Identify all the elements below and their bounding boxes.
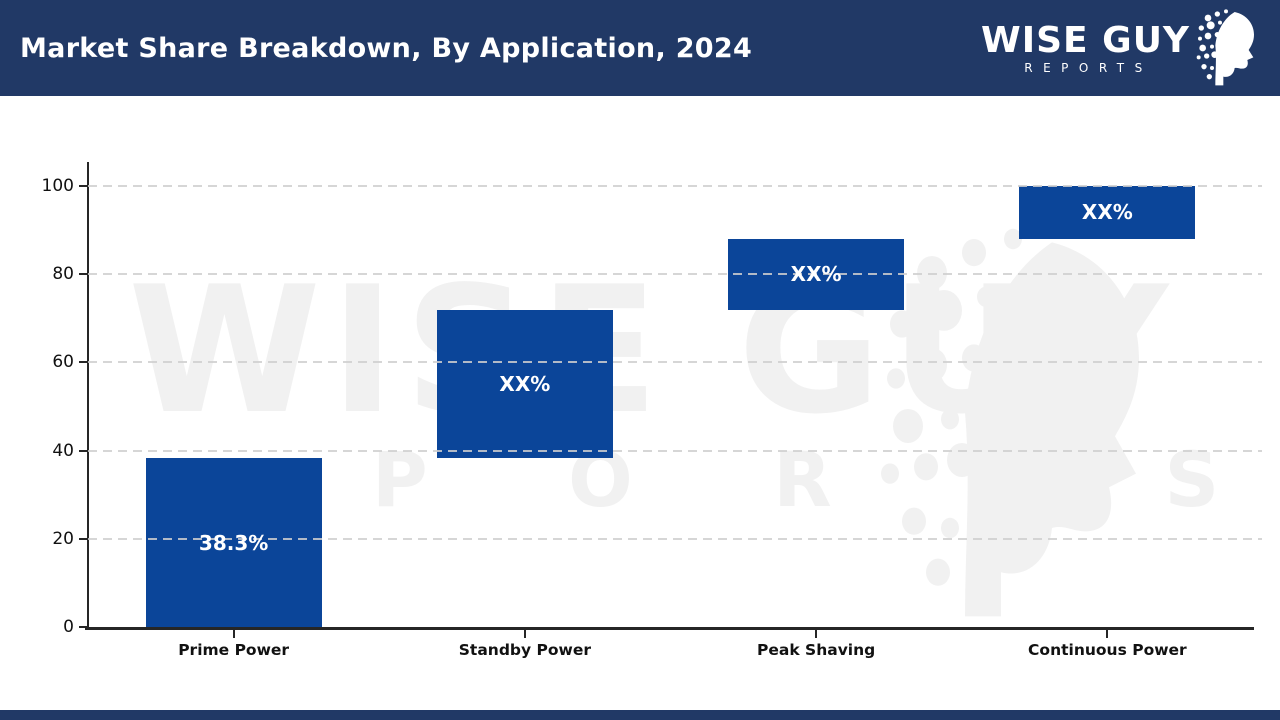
gridline <box>88 537 1262 540</box>
bar-value-label: XX% <box>790 262 842 287</box>
gridline <box>88 273 1262 276</box>
page-title: Market Share Breakdown, By Application, … <box>20 32 753 64</box>
logo-text: WISE GUY REPORTS <box>980 19 1190 75</box>
plot-area: WISE GUY P O R T S 0 20 40 60 80 100 38.3% Prim… <box>0 96 1280 710</box>
x-category-label: Standby Power <box>458 641 591 659</box>
y-tick-label: 20 <box>52 528 74 549</box>
watermark-head-icon <box>881 228 1139 617</box>
bar-prime-power <box>145 458 322 627</box>
x-category-label: Peak Shaving <box>757 641 876 659</box>
y-tick-label: 0 <box>63 617 74 637</box>
y-tick-label: 60 <box>52 352 74 373</box>
y-tick-mark <box>79 449 87 452</box>
x-tick-mark <box>1106 630 1109 638</box>
y-tick-label: 100 <box>41 176 74 196</box>
bar-standby-power <box>436 309 613 459</box>
x-tick-mark <box>815 630 818 638</box>
y-axis-line <box>87 162 89 630</box>
gridline <box>88 361 1262 364</box>
x-category-label: Prime Power <box>178 641 290 659</box>
footer-bar <box>0 710 1280 720</box>
y-tick-mark <box>79 361 87 364</box>
x-tick-mark <box>232 630 235 638</box>
wise-guy-logo: WISE GUY REPORTS <box>981 8 1262 88</box>
bar-value-label: XX% <box>1081 200 1133 225</box>
x-axis-line <box>85 627 1254 630</box>
y-tick-mark <box>79 185 87 187</box>
x-tick-mark <box>523 630 526 638</box>
y-tick-mark <box>79 537 87 540</box>
head-profile-icon <box>1196 9 1254 86</box>
gridline <box>88 449 1262 452</box>
y-tick-label: 80 <box>52 264 74 285</box>
logo-wordmark: WISE GUY <box>980 19 1190 61</box>
y-tick-mark <box>79 626 87 628</box>
gridline <box>88 185 1262 187</box>
chart-header: Market Share Breakdown, By Application, … <box>0 0 1280 96</box>
logo-subtitle: REPORTS <box>1024 60 1153 75</box>
bar-value-label: 38.3% <box>198 530 269 555</box>
bar-value-label: XX% <box>499 372 551 396</box>
bar-continuous-power <box>1019 186 1196 239</box>
x-category-label: Continuous Power <box>1028 641 1187 659</box>
y-tick-mark <box>79 273 87 276</box>
y-tick-label: 40 <box>52 440 74 461</box>
